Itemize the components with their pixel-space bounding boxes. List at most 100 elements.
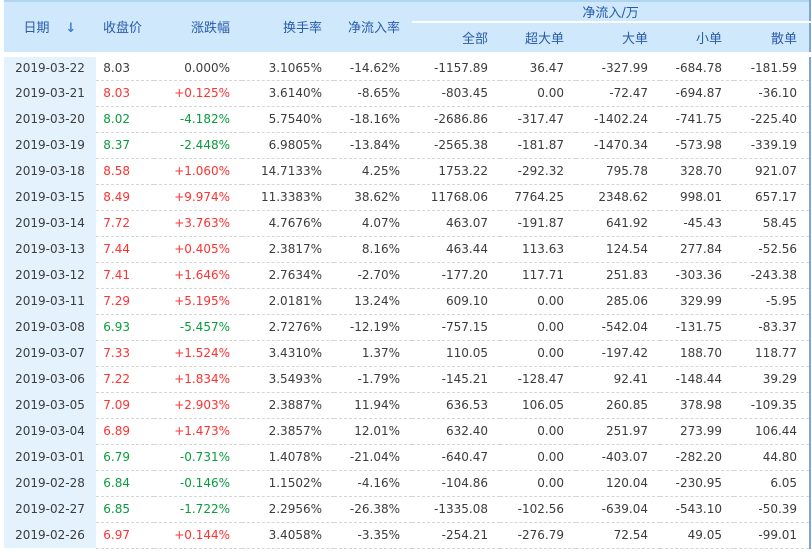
cell-date: 2019-03-08 [4,314,96,340]
cell-large: 251.97 [576,418,660,445]
cell-close: 7.29 [96,288,154,315]
cell-turnover: 3.6140% [242,80,334,107]
table-row: 2019-03-11 7.29 +5.195% 2.0181% 13.24% 609.10… [4,288,811,315]
cell-large: -1402.24 [576,106,660,133]
cell-all: 463.44 [412,236,500,263]
cell-all: 1753.22 [412,158,500,185]
cell-large: 124.54 [576,236,660,263]
cell-large: -403.07 [576,444,660,471]
cell-scattered: 657.17 [734,184,811,211]
cell-close: 8.03 [96,54,154,81]
cell-large: -542.04 [576,314,660,341]
cell-small: 329.99 [660,288,734,315]
cell-close: 8.37 [96,132,154,159]
table-row: 2019-02-26 6.97 +0.144% 3.4058% -3.35% -254.2… [4,522,811,549]
cell-change: +0.125% [154,80,242,107]
cell-close: 6.89 [96,418,154,445]
cell-turnover: 1.4078% [242,444,334,471]
cell-scattered: 39.29 [734,366,811,393]
cell-close: 8.03 [96,80,154,107]
cell-all: -254.21 [412,522,500,549]
table-row: 2019-03-18 8.58 +1.060% 14.7133% 4.25% 1753.2… [4,158,811,185]
cell-small: -148.44 [660,366,734,393]
cell-large: 251.83 [576,262,660,289]
cell-close: 7.22 [96,366,154,393]
cell-scattered: 921.07 [734,158,811,185]
col-header-close: 收盘价 [96,1,154,57]
cell-super-large: 117.71 [500,262,576,289]
cell-turnover: 11.3383% [242,184,334,211]
cell-turnover: 3.4310% [242,340,334,367]
cell-super-large: -191.87 [500,210,576,237]
cell-scattered: -50.39 [734,496,811,523]
table-row: 2019-03-08 6.93 -5.457% 2.7276% -12.19% -757.… [4,314,811,341]
cell-change: +0.405% [154,236,242,263]
cell-change: +1.524% [154,340,242,367]
cell-small: 277.84 [660,236,734,263]
cell-close: 8.49 [96,184,154,211]
cell-change: +5.195% [154,288,242,315]
col-header-small: 小单 [660,22,734,57]
cell-small: -45.43 [660,210,734,237]
table-row: 2019-02-27 6.85 -1.722% 2.2956% -26.38% -1335… [4,496,811,523]
cell-inflow-rate: -1.79% [334,366,412,393]
cell-all: -640.47 [412,444,500,471]
table-row: 2019-03-19 8.37 -2.448% 6.9805% -13.84% -2565… [4,132,811,159]
table-header: 日期 ↓ 收盘价 涨跌幅 换手率 净流入率 净流入/万 全部 超大单 大单 小单 … [4,1,811,57]
cell-date: 2019-02-27 [4,496,96,522]
cell-inflow-rate: -18.16% [334,106,412,133]
cell-scattered: -52.56 [734,236,811,263]
cell-super-large: 0.00 [500,418,576,445]
cell-inflow-rate: 4.25% [334,158,412,185]
cell-all: 632.40 [412,418,500,445]
cell-large: 2348.62 [576,184,660,211]
cell-date: 2019-03-21 [4,80,96,106]
cell-super-large: 106.05 [500,392,576,419]
cell-close: 7.33 [96,340,154,367]
cell-large: 795.78 [576,158,660,185]
cell-turnover: 5.7540% [242,106,334,133]
cell-all: 609.10 [412,288,500,315]
cell-close: 7.41 [96,262,154,289]
cell-inflow-rate: -26.38% [334,496,412,523]
cell-super-large: -276.79 [500,522,576,549]
cell-date: 2019-02-28 [4,470,96,496]
cell-scattered: -99.01 [734,522,811,549]
col-header-group-net-inflow: 净流入/万 [412,1,811,23]
col-header-date[interactable]: 日期 ↓ [4,1,96,57]
cell-change: +3.763% [154,210,242,237]
cell-close: 8.58 [96,158,154,185]
cell-change: +1.834% [154,366,242,393]
cell-all: -177.20 [412,262,500,289]
cell-scattered: 58.45 [734,210,811,237]
sort-descending-icon[interactable]: ↓ [65,21,77,37]
cell-turnover: 6.9805% [242,132,334,159]
table-row: 2019-03-13 7.44 +0.405% 2.3817% 8.16% 463.44 1… [4,236,811,263]
table-row: 2019-03-12 7.41 +1.646% 2.7634% -2.70% -177.2… [4,262,811,289]
cell-super-large: 36.47 [500,54,576,81]
cell-turnover: 3.1065% [242,54,334,81]
cell-large: -639.04 [576,496,660,523]
cell-all: -2686.86 [412,106,500,133]
cell-scattered: 118.77 [734,340,811,367]
cell-large: -327.99 [576,54,660,81]
cell-date: 2019-03-05 [4,392,96,418]
cell-turnover: 3.4058% [242,522,334,549]
cell-date: 2019-03-13 [4,236,96,262]
table-row: 2019-03-06 7.22 +1.834% 3.5493% -1.79% -145.2… [4,366,811,393]
cell-small: -741.75 [660,106,734,133]
cell-scattered: -339.19 [734,132,811,159]
cell-date: 2019-03-12 [4,262,96,288]
cell-large: 72.54 [576,522,660,549]
cell-change: -0.731% [154,444,242,471]
cell-small: -573.98 [660,132,734,159]
cell-turnover: 2.3857% [242,418,334,445]
table-row: 2019-03-20 8.02 -4.182% 5.7540% -18.16% -2686… [4,106,811,133]
cell-change: +9.974% [154,184,242,211]
cell-date: 2019-03-06 [4,366,96,392]
cell-large: 120.04 [576,470,660,497]
col-header-all: 全部 [412,22,500,57]
cell-turnover: 2.0181% [242,288,334,315]
cell-change: -0.146% [154,470,242,497]
table-row: 2019-03-22 8.03 0.000% 3.1065% -14.62% -1157.… [4,54,811,81]
